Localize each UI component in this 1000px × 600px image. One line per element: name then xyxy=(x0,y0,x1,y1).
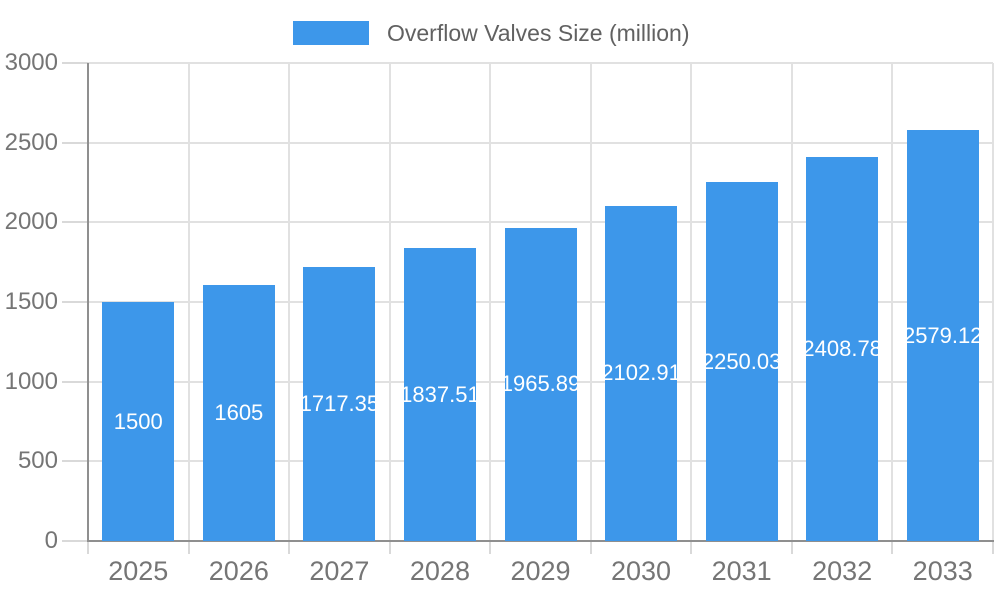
bar-value-label: 1717.35 xyxy=(303,391,376,417)
x-gridline xyxy=(489,63,492,541)
y-axis-label: 2500 xyxy=(4,128,58,156)
y-axis-label: 500 xyxy=(17,447,58,475)
bar[interactable]: 1965.89 xyxy=(504,227,577,541)
y-axis-tick xyxy=(62,301,88,303)
y-gridline xyxy=(88,221,993,224)
x-axis-tick xyxy=(187,541,190,554)
x-gridline xyxy=(388,63,391,541)
x-gridline xyxy=(589,63,592,541)
x-axis-tick xyxy=(589,541,592,554)
y-axis-tick xyxy=(62,62,88,64)
x-gridline xyxy=(187,63,190,541)
y-axis-tick xyxy=(62,460,88,463)
y-axis-label: 3000 xyxy=(4,49,58,76)
bar[interactable]: 1837.51 xyxy=(403,248,476,541)
legend-swatch xyxy=(293,21,369,45)
x-axis-label: 2026 xyxy=(208,556,269,586)
bar-value-label: 2408.78 xyxy=(806,336,879,362)
y-axis-tick xyxy=(62,540,88,542)
x-axis-label: 2030 xyxy=(611,556,672,586)
bar-value-label: 1837.51 xyxy=(403,381,476,407)
bar-value-label: 2102.91 xyxy=(605,360,678,386)
x-axis-label: 2032 xyxy=(812,556,873,586)
y-axis-label: 2000 xyxy=(4,208,58,236)
legend[interactable]: Overflow Valves Size (million) xyxy=(293,19,690,46)
x-gridline xyxy=(690,63,693,541)
x-axis-line xyxy=(87,540,994,542)
y-gridline xyxy=(88,62,993,64)
legend-label: Overflow Valves Size (million) xyxy=(387,19,690,46)
bar[interactable]: 1605 xyxy=(202,285,275,541)
x-gridline xyxy=(891,63,894,541)
bar-value-label: 1605 xyxy=(214,400,264,426)
y-axis-tick xyxy=(62,380,88,383)
y-axis-label: 1000 xyxy=(4,367,58,395)
bar[interactable]: 1500 xyxy=(102,302,175,541)
bar[interactable]: 1717.35 xyxy=(303,267,376,541)
x-axis-tick xyxy=(87,541,89,554)
x-axis-tick xyxy=(288,541,291,554)
x-axis-tick xyxy=(992,541,994,554)
x-axis-label: 2027 xyxy=(309,556,370,586)
x-axis-tick xyxy=(690,541,693,554)
x-axis-label: 2033 xyxy=(912,556,973,586)
bar-value-label: 2250.03 xyxy=(705,348,778,374)
y-axis-tick xyxy=(62,221,88,224)
bar[interactable]: 2250.03 xyxy=(705,182,778,541)
y-axis-label: 1500 xyxy=(4,288,58,315)
x-gridline xyxy=(288,63,291,541)
y-axis-label: 0 xyxy=(44,527,58,554)
x-axis-label: 2031 xyxy=(711,556,772,586)
x-axis-label: 2029 xyxy=(510,556,571,586)
x-axis-tick xyxy=(790,541,793,554)
x-axis-label: 2025 xyxy=(108,556,169,586)
x-axis-label: 2028 xyxy=(409,556,470,586)
x-axis-tick xyxy=(891,541,894,554)
bar-value-label: 1965.89 xyxy=(504,371,577,397)
bar[interactable]: 2408.78 xyxy=(806,157,879,541)
x-axis-tick xyxy=(388,541,391,554)
x-axis-tick xyxy=(489,541,492,554)
y-axis-line xyxy=(87,63,89,542)
bar[interactable]: 2102.91 xyxy=(605,205,678,541)
y-axis-tick xyxy=(62,141,88,144)
bar-value-label: 2579.12 xyxy=(906,322,979,348)
bar-value-label: 1500 xyxy=(113,408,163,434)
x-gridline xyxy=(992,63,994,541)
y-gridline xyxy=(88,141,993,144)
bar[interactable]: 2579.12 xyxy=(906,130,979,541)
x-gridline xyxy=(790,63,793,541)
